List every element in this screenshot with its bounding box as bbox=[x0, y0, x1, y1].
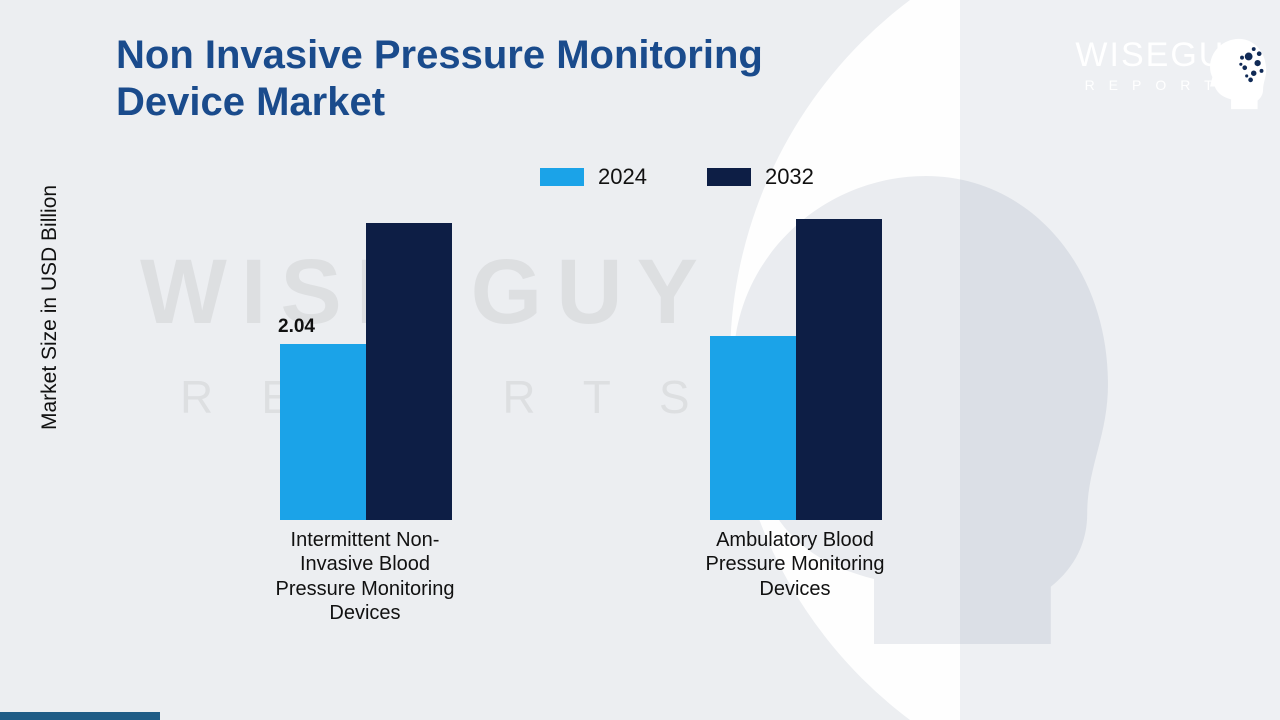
bar-2032 bbox=[366, 223, 452, 520]
brand-word-1: WISE bbox=[1075, 36, 1170, 74]
legend-swatch-2024 bbox=[540, 168, 584, 186]
bar-2032 bbox=[796, 219, 882, 520]
bottom-accent-bar bbox=[0, 712, 160, 720]
legend-swatch-2032 bbox=[707, 168, 751, 186]
page-root: WISE GUY REPORTS WISEGUY REPORTS Non Inv… bbox=[0, 0, 1280, 720]
legend-label-2032: 2032 bbox=[765, 164, 814, 190]
legend-item-2032: 2032 bbox=[707, 164, 814, 190]
chart-area: Market Size in USD Billion 2024 2032 2.0… bbox=[60, 170, 960, 710]
bar-group bbox=[710, 210, 890, 520]
x-tick-label: Ambulatory Blood Pressure Monitoring Dev… bbox=[705, 528, 885, 601]
bar-value-label: 2.04 bbox=[278, 316, 315, 338]
brand-logo: WISEGUY REPORTS bbox=[1075, 36, 1250, 93]
brand-word-2: GUY bbox=[1170, 36, 1250, 74]
bar-2024 bbox=[710, 336, 796, 520]
chart-title: Non Invasive Pressure Monitoring Device … bbox=[116, 32, 836, 126]
brand-sub: REPORTS bbox=[1075, 77, 1250, 93]
plot-area: 2.04Intermittent Non-Invasive Blood Pres… bbox=[260, 210, 940, 520]
brand-main: WISEGUY bbox=[1075, 36, 1250, 75]
bar-group: 2.04 bbox=[280, 210, 460, 520]
legend: 2024 2032 bbox=[540, 164, 814, 190]
y-axis-label: Market Size in USD Billion bbox=[38, 185, 62, 430]
legend-item-2024: 2024 bbox=[540, 164, 647, 190]
x-tick-label: Intermittent Non-Invasive Blood Pressure… bbox=[275, 528, 455, 626]
bar-2024 bbox=[280, 344, 366, 520]
legend-label-2024: 2024 bbox=[598, 164, 647, 190]
